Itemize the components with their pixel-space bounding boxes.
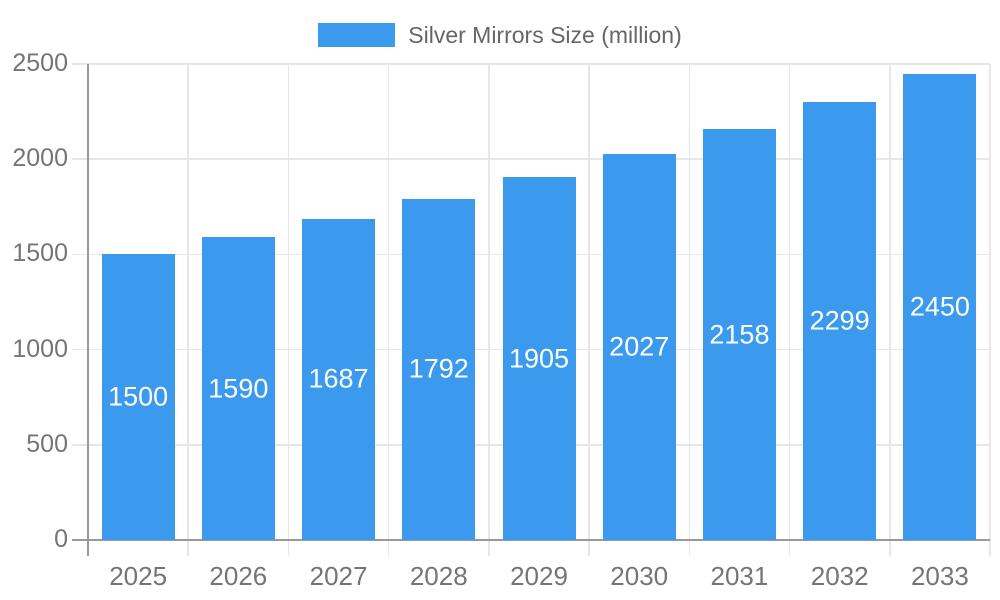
gridline-horizontal (72, 158, 990, 160)
y-axis-line (87, 64, 89, 556)
x-axis-line (72, 539, 990, 541)
gridline-vertical (989, 64, 991, 556)
bar-value-label: 2027 (609, 331, 670, 362)
x-axis-tick-label: 2027 (309, 561, 368, 591)
bar-2026[interactable] (201, 237, 275, 540)
bar-value-label: 1687 (308, 363, 369, 394)
bar-2025[interactable] (101, 254, 175, 540)
x-axis-tick-label: 2025 (109, 561, 168, 591)
bar-2033[interactable] (903, 73, 977, 540)
x-axis-tick-label: 2032 (810, 561, 869, 591)
x-axis-tick-label: 2030 (610, 561, 669, 591)
bar-2027[interactable] (302, 218, 376, 540)
legend-swatch (318, 23, 396, 47)
bar-value-label: 1905 (508, 343, 570, 374)
x-axis-tick-label: 2033 (910, 561, 969, 591)
y-axis-tick-label: 0 (54, 524, 68, 553)
gridline-vertical (788, 64, 791, 556)
gridline-vertical (588, 64, 590, 556)
bar-2032[interactable] (803, 102, 877, 540)
x-axis-tick-label: 2031 (710, 561, 769, 591)
legend[interactable]: Silver Mirrors Size (million) (0, 21, 1000, 49)
bar-value-label: 2299 (809, 305, 870, 336)
x-axis-tick-label: 2028 (409, 561, 468, 591)
bar-2030[interactable] (602, 154, 676, 540)
bar-value-label: 2450 (909, 291, 970, 322)
gridline-vertical (488, 64, 490, 556)
gridline-vertical (889, 64, 891, 556)
bar-value-label: 1500 (108, 381, 169, 412)
gridline-vertical (187, 64, 189, 556)
gridline-vertical (688, 64, 691, 556)
y-axis-tick-label: 2500 (12, 48, 68, 77)
x-axis-tick-label: 2026 (209, 561, 268, 591)
bar-2031[interactable] (702, 129, 776, 540)
bar-value-label: 1792 (408, 353, 469, 384)
legend-label: Silver Mirrors Size (million) (408, 22, 682, 48)
gridline-vertical (387, 64, 390, 556)
y-axis-tick-label: 2000 (12, 144, 68, 173)
bar-2028[interactable] (402, 198, 476, 540)
gridline-horizontal (72, 63, 990, 65)
bar-value-label: 1590 (208, 373, 269, 404)
y-axis-tick-label: 1000 (12, 334, 68, 363)
bar-2029[interactable] (502, 177, 576, 540)
x-axis-tick-label: 2029 (510, 561, 568, 591)
y-axis-tick-label: 500 (26, 429, 68, 458)
bar-value-label: 2158 (709, 319, 770, 350)
gridline-vertical (287, 64, 290, 556)
y-axis-tick-label: 1500 (12, 239, 68, 268)
